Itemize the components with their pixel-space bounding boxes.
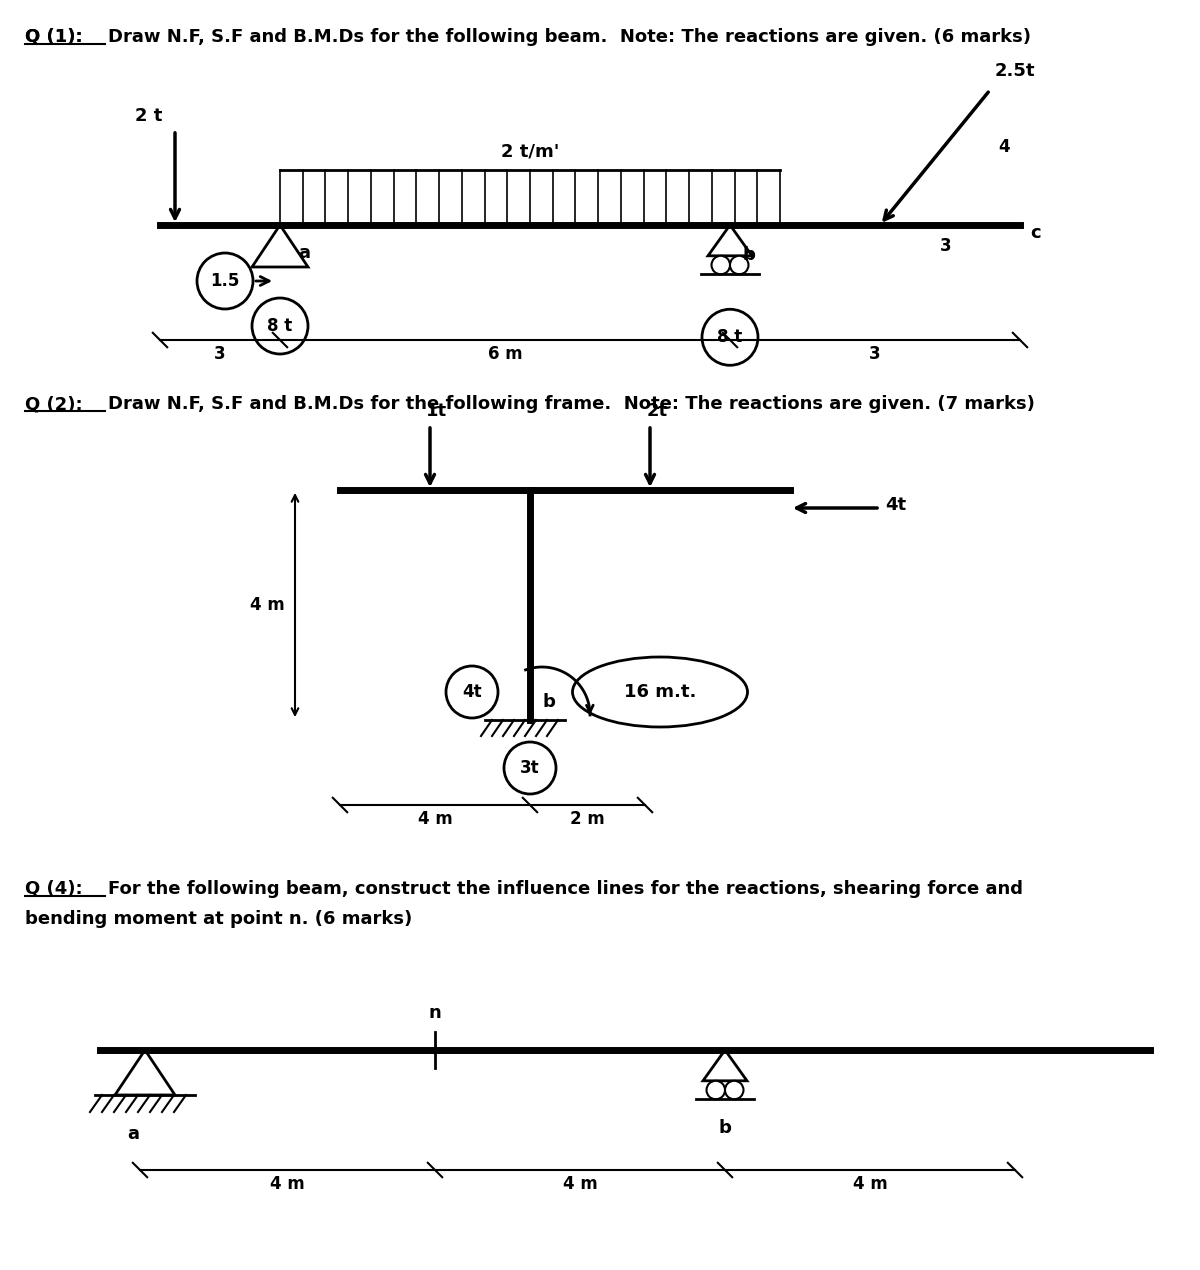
Circle shape (446, 665, 498, 718)
Text: 1t: 1t (426, 403, 448, 420)
Circle shape (707, 1081, 725, 1100)
Text: 2.5t: 2.5t (995, 62, 1036, 80)
Circle shape (725, 1081, 744, 1100)
Text: 6 m: 6 m (487, 345, 522, 363)
Text: 3: 3 (214, 345, 226, 363)
Text: 8 t: 8 t (268, 318, 293, 335)
Text: 4t: 4t (462, 683, 482, 701)
Text: 4 m: 4 m (251, 596, 286, 613)
Polygon shape (708, 225, 752, 255)
Text: b: b (542, 693, 554, 711)
Text: Draw N.F, S.F and B.M.Ds for the following frame.  Note: The reactions are given: Draw N.F, S.F and B.M.Ds for the followi… (108, 395, 1034, 413)
Text: 16 m.t.: 16 m.t. (624, 683, 696, 701)
Text: 4 m: 4 m (563, 1175, 598, 1193)
Polygon shape (115, 1050, 175, 1095)
Text: b: b (742, 246, 755, 264)
Text: Q (4):: Q (4): (25, 880, 83, 898)
Circle shape (252, 298, 308, 354)
Text: 2 t/m': 2 t/m' (500, 142, 559, 160)
Ellipse shape (572, 657, 748, 726)
Text: For the following beam, construct the influence lines for the reactions, shearin: For the following beam, construct the in… (108, 880, 1022, 898)
Circle shape (702, 310, 758, 366)
Text: bending moment at point n. (6 marks): bending moment at point n. (6 marks) (25, 911, 413, 928)
Text: a: a (127, 1125, 139, 1143)
Circle shape (730, 255, 749, 274)
Polygon shape (252, 225, 308, 267)
Circle shape (504, 742, 556, 794)
Text: 8 t: 8 t (718, 328, 743, 347)
Text: Draw N.F, S.F and B.M.Ds for the following beam.  Note: The reactions are given.: Draw N.F, S.F and B.M.Ds for the followi… (108, 28, 1031, 46)
Polygon shape (703, 1050, 746, 1081)
Text: 2t: 2t (647, 403, 667, 420)
Text: 3: 3 (940, 237, 952, 255)
Text: 4 m: 4 m (270, 1175, 305, 1193)
Text: 4 m: 4 m (418, 810, 452, 828)
Text: 2 t: 2 t (134, 107, 162, 124)
Text: 4 m: 4 m (853, 1175, 887, 1193)
Text: Q (1):: Q (1): (25, 28, 83, 46)
Text: 3: 3 (869, 345, 881, 363)
Text: n: n (428, 1005, 442, 1022)
Text: a: a (298, 244, 310, 262)
Text: 2 m: 2 m (570, 810, 605, 828)
Text: 1.5: 1.5 (210, 272, 240, 290)
Text: Q (2):: Q (2): (25, 395, 83, 413)
Text: b: b (719, 1119, 732, 1137)
Text: c: c (1030, 224, 1040, 243)
Text: 4: 4 (998, 138, 1009, 156)
Text: 4t: 4t (886, 497, 906, 514)
Circle shape (712, 255, 730, 274)
Circle shape (197, 253, 253, 309)
Text: 3t: 3t (520, 759, 540, 777)
Text: Q (1):: Q (1): (25, 28, 83, 46)
